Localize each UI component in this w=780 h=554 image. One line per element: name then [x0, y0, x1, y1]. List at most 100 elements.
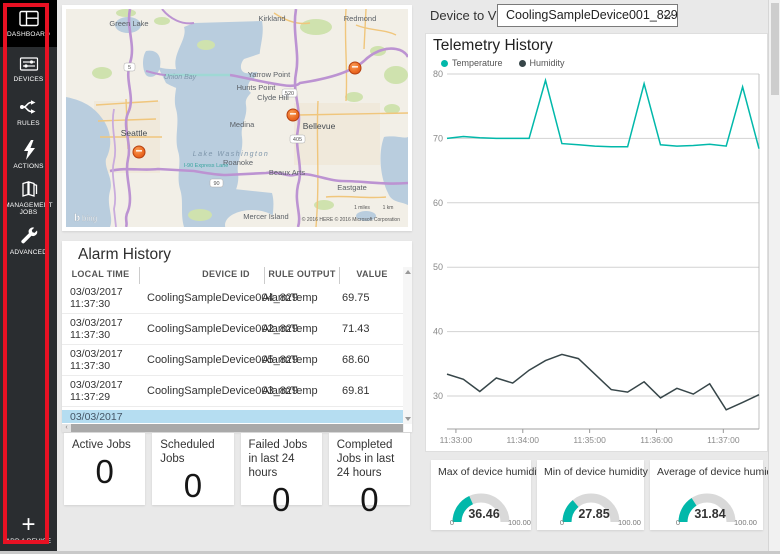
y-tick-label: 60 [433, 198, 443, 208]
sidebar-item-label: ADVANCED [9, 248, 48, 256]
x-tick-label: 11:37:00 [707, 435, 740, 445]
sidebar-item-rules[interactable]: RULES [0, 90, 57, 133]
sidebar-item-label: ACTIONS [13, 162, 44, 170]
column-header-local-time[interactable]: LOCAL TIME [62, 267, 140, 284]
plus-icon: + [21, 511, 36, 538]
temperature-dot-icon [441, 59, 448, 67]
column-header-rule-output[interactable]: RULE OUTPUT [265, 267, 340, 284]
sidebar-item-label: DEVICES [13, 75, 44, 83]
sidebar-item-actions[interactable]: ACTIONS [0, 133, 57, 176]
scrollbar-thumb[interactable] [71, 424, 403, 432]
table-row[interactable]: 03/03/2017 11:37:29 CoolingSampleDevice00… [62, 376, 404, 407]
svg-text:Mercer Island: Mercer Island [243, 212, 288, 221]
jobs-summary-row: Active Jobs 0 Scheduled Jobs 0 Failed Jo… [62, 433, 412, 518]
svg-text:90: 90 [213, 181, 219, 187]
map-labels: Green Lake Kirkland Redmond Union Bay Ya… [109, 14, 376, 221]
gauge-max: 100.00 [734, 518, 757, 527]
completed-jobs-count: 0 [360, 481, 379, 518]
humidity-dot-icon [518, 59, 526, 67]
completed-jobs-card: Completed Jobs in last 24 hours 0 [328, 433, 410, 518]
page-scrollbar[interactable] [768, 0, 780, 551]
sidebar-item-management-jobs[interactable]: MANAGEMENT JOBS [0, 176, 57, 219]
table-row[interactable]: 03/03/2017 11:37:30 CoolingSampleDevice00… [62, 283, 404, 314]
map-highways [109, 9, 408, 227]
bing-logo[interactable]: b [74, 213, 80, 224]
sidebar-item-label: RULES [17, 119, 40, 127]
y-tick-label: 40 [433, 327, 443, 337]
wrench-icon [19, 226, 39, 246]
min-humidity-gauge: Min of device humidity 27.85 0 100.00 [537, 460, 648, 530]
svg-text:Roanoke: Roanoke [223, 158, 253, 167]
sidebar-item-advanced[interactable]: ADVANCED [0, 219, 57, 262]
legend-temperature[interactable]: Temperature [441, 58, 503, 68]
humidity-line [446, 353, 760, 411]
gauge-dial: 27.85 0 100.00 [559, 493, 640, 527]
svg-text:Kirkland: Kirkland [258, 14, 285, 23]
y-tick-label: 70 [433, 133, 443, 143]
map-panel[interactable]: 5 520 405 90 Green Lake Kirkland Redmond… [62, 5, 412, 231]
svg-text:Clyde Hill: Clyde Hill [257, 93, 289, 102]
svg-text:Bellevue: Bellevue [303, 121, 336, 131]
svg-text:Yarrow Point: Yarrow Point [248, 70, 291, 79]
devices-icon [18, 55, 40, 73]
gauge-value: 36.46 [468, 507, 499, 521]
svg-text:1 miles: 1 miles [354, 205, 370, 211]
scrollbar-thumb[interactable] [771, 3, 779, 95]
telemetry-line-chart: 80 70 60 50 40 30 11:33:00 11:34:00 11:35:00 11:3… [433, 69, 760, 445]
svg-text:Lake Washington: Lake Washington [193, 151, 269, 158]
x-tick-label: 11:35:00 [573, 435, 606, 445]
bing-map[interactable]: 5 520 405 90 Green Lake Kirkland Redmond… [66, 9, 408, 227]
x-tick-label: 11:33:00 [440, 435, 473, 445]
svg-text:405: 405 [293, 137, 302, 143]
add-device-button[interactable]: + ADD A DEVICE [0, 511, 57, 546]
device-pin[interactable] [286, 108, 300, 122]
failed-jobs-card: Failed Jobs in last 24 hours 0 [240, 433, 322, 518]
lightning-icon [20, 139, 38, 160]
y-tick-label: 50 [433, 262, 443, 272]
sidebar-item-dashboard[interactable]: DASHBOARD [0, 0, 57, 47]
svg-text:I-90 Express Lane: I-90 Express Lane [184, 163, 229, 169]
window-bottom-edge [0, 551, 780, 554]
alarm-history-title: Alarm History [78, 246, 172, 263]
device-pin[interactable] [348, 61, 362, 75]
svg-text:Seattle: Seattle [121, 128, 148, 138]
svg-text:1 km: 1 km [383, 205, 394, 211]
sidebar-item-label: DASHBOARD [7, 30, 50, 38]
avg-humidity-gauge: Average of device humidity 31.84 0 100.00 [650, 460, 780, 530]
svg-text:© 2016 HERE © 2016 Microsoft C: © 2016 HERE © 2016 Microsoft Corporation [302, 216, 400, 223]
y-tick-label: 30 [433, 391, 443, 401]
x-tick-label: 11:36:00 [640, 435, 673, 445]
svg-text:bing: bing [82, 214, 97, 223]
scroll-left-arrow[interactable]: ‹ [62, 424, 71, 432]
device-select-dropdown[interactable]: CoolingSampleDevice001_829 [497, 4, 678, 27]
rules-branch-icon [18, 97, 40, 117]
gauges-row: Max of device humidity 36.46 0 100.00 Min … [425, 460, 780, 530]
map-parks [92, 9, 408, 221]
alarm-horizontal-scrollbar[interactable]: ‹ [62, 424, 404, 432]
gauge-value: 31.84 [694, 507, 725, 521]
max-humidity-gauge: Max of device humidity 36.46 0 100.00 [431, 460, 545, 530]
alarm-history-header: LOCAL TIME DEVICE ID RULE OUTPUT VALUE [62, 267, 404, 284]
alarm-vertical-scrollbar[interactable] [403, 267, 412, 424]
svg-text:520: 520 [285, 91, 294, 97]
sidebar-item-label: MANAGEMENT JOBS [4, 202, 53, 216]
sidebar-item-devices[interactable]: DEVICES [0, 47, 57, 90]
gauge-min: 0 [559, 518, 563, 527]
table-row[interactable]: 03/03/2017 11:37:30 CoolingSampleDevice00… [62, 345, 404, 376]
scroll-down-arrow[interactable] [405, 417, 411, 421]
column-header-device-id[interactable]: DEVICE ID [140, 267, 265, 284]
table-row-partial-selected[interactable]: 03/03/2017 [62, 410, 404, 423]
sidebar: DASHBOARD DEVICES RULES ACTIONS MANAGEME… [0, 0, 57, 551]
gauge-value: 27.85 [578, 507, 609, 521]
gauge-fill [562, 500, 579, 523]
legend-humidity[interactable]: Humidity [518, 58, 565, 68]
svg-text:Eastgate: Eastgate [337, 183, 367, 192]
device-pin[interactable] [132, 145, 146, 159]
gauge-fill [452, 496, 474, 523]
svg-text:Beaux Arts: Beaux Arts [269, 168, 306, 177]
table-row[interactable]: 03/03/2017 11:37:30 CoolingSampleDevice00… [62, 314, 404, 345]
scroll-up-arrow[interactable] [405, 270, 411, 274]
chart-legend: Temperature Humidity [441, 58, 565, 68]
column-header-value[interactable]: VALUE [356, 269, 388, 279]
telemetry-history-panel: Telemetry History Temperature Humidity 8… [425, 33, 768, 452]
